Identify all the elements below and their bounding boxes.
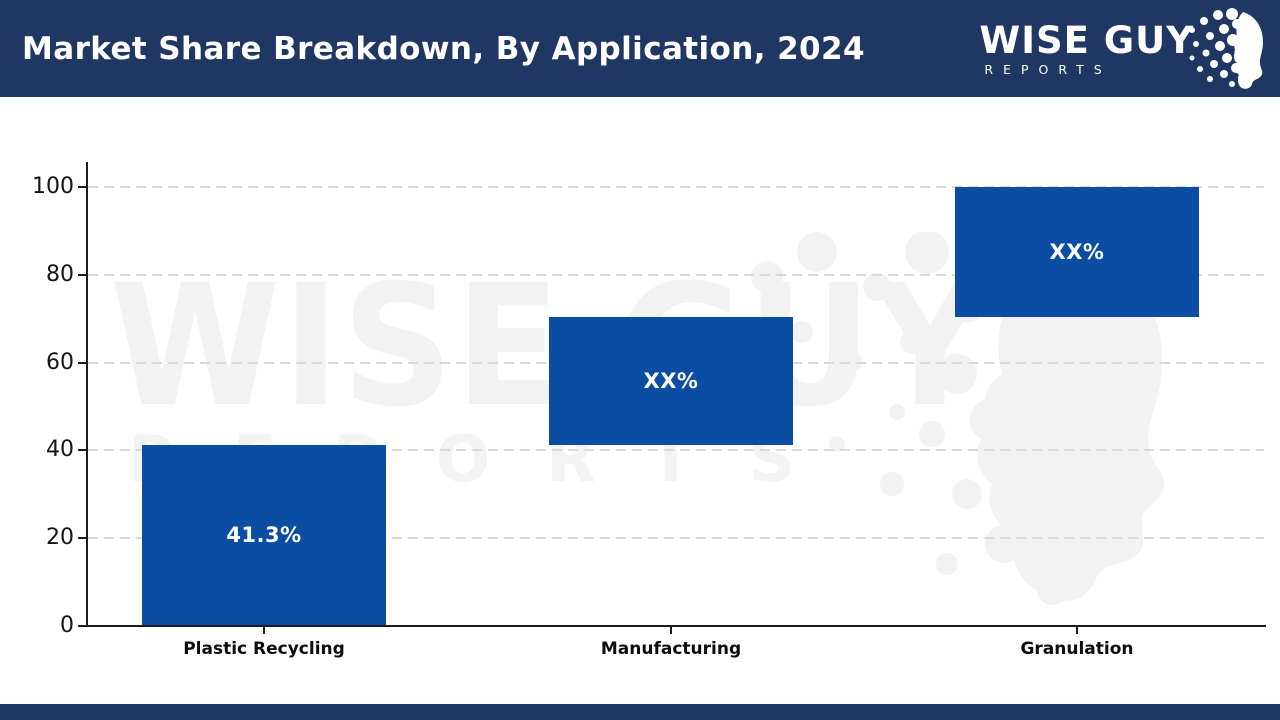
brand-logo-text: WISE GUY REPORTS	[979, 22, 1194, 77]
y-axis-tick	[78, 537, 87, 540]
y-axis-tick-label: 60	[46, 349, 74, 375]
y-axis-tick	[78, 273, 87, 276]
x-axis-tick	[263, 627, 265, 634]
bar-value-label: XX%	[1049, 239, 1105, 264]
y-axis-tick-label: 100	[32, 174, 74, 200]
footer-bar	[0, 704, 1280, 720]
y-axis-tick	[78, 625, 87, 627]
bar-plastic-recycling: 41.3%	[142, 444, 386, 626]
y-axis-tick-label: 20	[46, 525, 74, 551]
x-axis-category-label: Plastic Recycling	[183, 639, 345, 659]
gridline	[88, 273, 1264, 276]
y-axis-tick-label: 0	[60, 613, 74, 638]
gridline	[88, 537, 1264, 540]
bar-value-label: XX%	[643, 368, 699, 393]
x-axis-tick	[1076, 627, 1078, 634]
x-axis-category-label: Granulation	[1020, 639, 1134, 659]
y-axis-tick-label: 80	[46, 261, 74, 287]
gridline	[88, 186, 1264, 189]
watermark-text-line1: WISE GUY	[110, 248, 988, 444]
y-axis-tick-label: 40	[46, 437, 74, 463]
bar-granulation: XX%	[955, 187, 1199, 317]
x-axis-category-label: Manufacturing	[600, 639, 742, 659]
page-title: Market Share Breakdown, By Application, …	[22, 30, 865, 67]
header-bar: Market Share Breakdown, By Application, …	[0, 0, 1280, 97]
y-axis-tick	[78, 186, 87, 189]
bar-manufacturing: XX%	[549, 316, 793, 445]
brand-subname: REPORTS	[984, 61, 1112, 77]
gridline	[88, 449, 1264, 452]
x-axis-line	[86, 625, 1266, 627]
y-axis-tick	[78, 361, 87, 364]
y-axis-line	[86, 162, 88, 627]
brand-name: WISE GUY	[979, 18, 1194, 62]
brand-logo: WISE GUY REPORTS	[979, 6, 1266, 92]
bar-value-label: 41.3%	[226, 523, 302, 548]
watermark-dotted-head	[751, 232, 1165, 605]
x-axis-tick	[670, 627, 672, 634]
y-axis-tick	[78, 449, 87, 452]
dotted-head-icon	[1189, 8, 1263, 89]
